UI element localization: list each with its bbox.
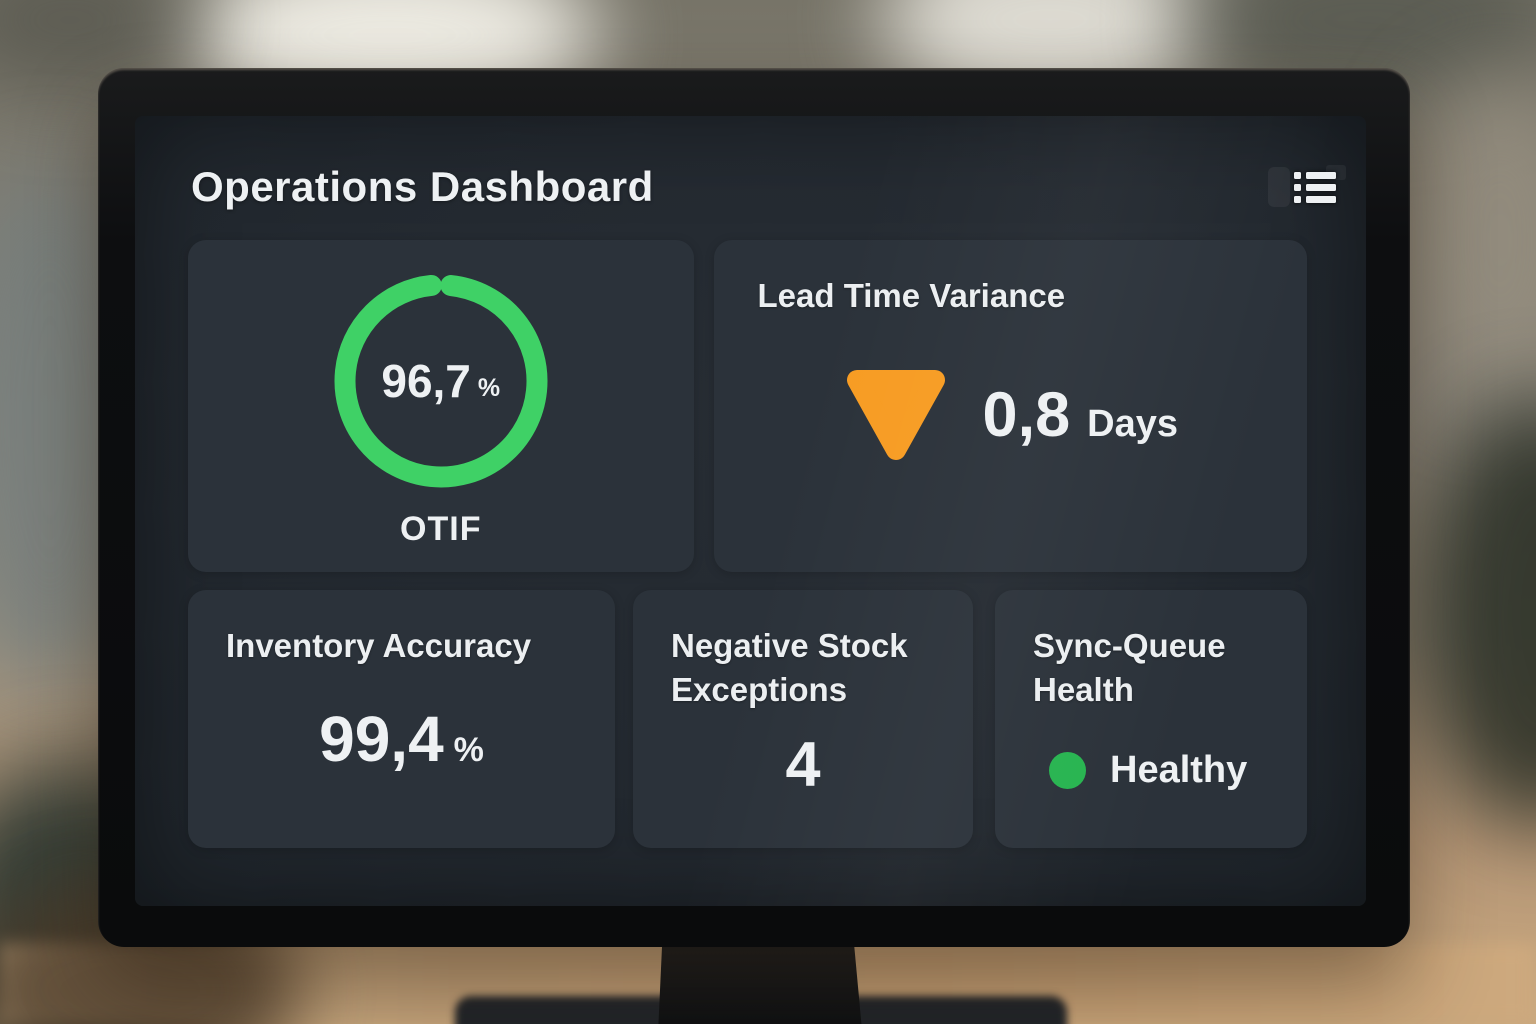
background-blur-shape [1400,80,1536,400]
sync-queue-status: Healthy [1110,749,1248,792]
otif-unit: % [477,373,501,402]
lead-time-variance-card: Lead Time Variance 0,8 Days [713,240,1307,572]
card-title: Negative Stock Exceptions [671,627,908,708]
otif-label: OTIF [400,510,482,548]
background-blur-shape [1420,400,1536,830]
otif-card: 96,7 % OTIF [188,240,694,572]
negative-stock-value: 4 [785,730,821,801]
inventory-accuracy-unit: % [453,730,484,769]
negative-stock-exceptions-card: Negative Stock Exceptions 4 [633,590,973,848]
monitor-stand-neck [658,940,862,1024]
card-title: Inventory Accuracy [226,627,532,664]
page-title: Operations Dashboard [191,163,654,210]
inventory-accuracy-card: Inventory Accuracy 99,4 % [188,590,615,848]
status-dot-green-icon [1049,752,1086,790]
lead-time-unit: Days [1087,403,1178,445]
dashboard-header: Operations Dashboard [191,152,1346,222]
card-title: Lead Time Variance [757,277,1066,314]
dashboard-screen: Operations Dashboard [135,116,1366,906]
otif-donut-gauge: 96,7 % [334,274,548,488]
sync-queue-health-card: Sync-Queue Health Healthy [995,590,1307,848]
otif-ring-arc [334,274,548,488]
view-toggle-button[interactable] [1268,165,1346,209]
monitor-bezel: Operations Dashboard [98,68,1410,947]
lead-time-value: 0,8 [982,380,1071,450]
view-toggle-ghost [1268,167,1290,207]
kpi-card-grid: 96,7 % OTIF Lead Time Variance [188,240,1307,848]
inventory-accuracy-value: 99,4 [319,702,444,775]
otif-value: 96,7 [381,355,471,407]
card-title: Sync-Queue Health [1033,627,1226,708]
triangle-down-icon [846,370,945,460]
list-icon [1294,172,1336,203]
